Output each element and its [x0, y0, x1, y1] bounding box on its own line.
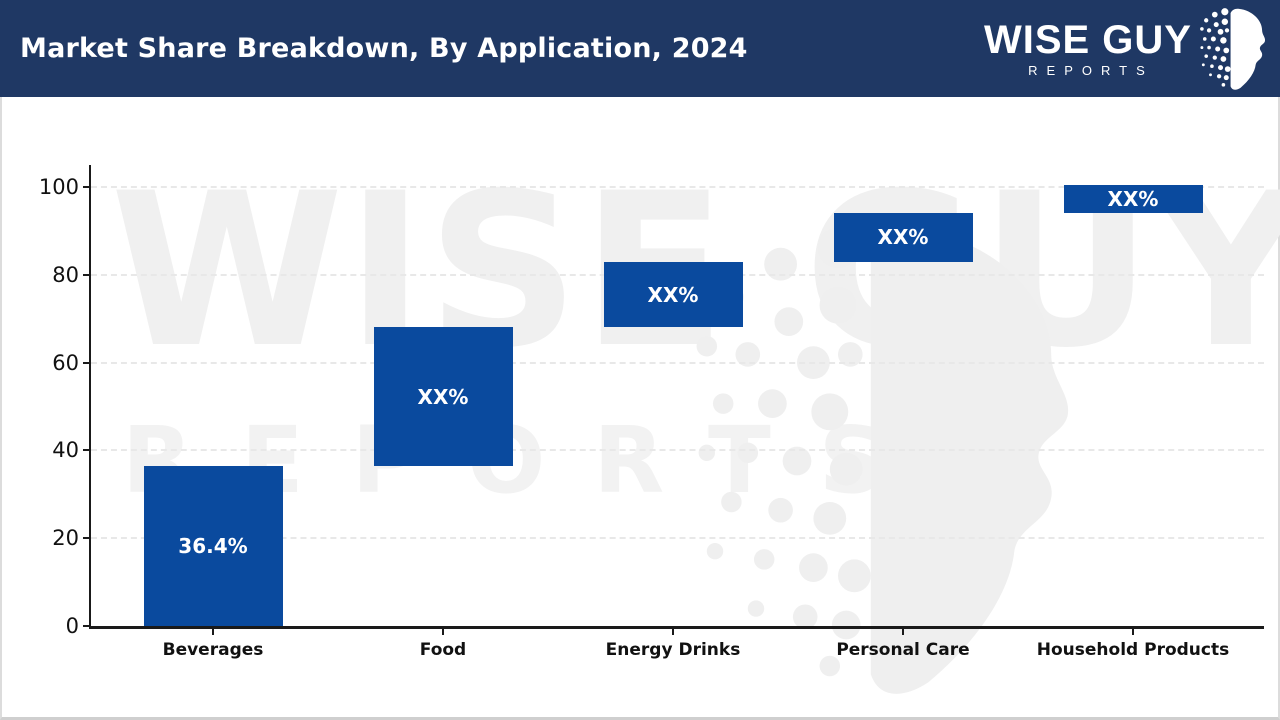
y-axis-tick	[83, 625, 91, 627]
x-axis-tick	[1132, 628, 1134, 635]
y-axis-line	[89, 165, 91, 628]
x-axis-tick	[212, 628, 214, 635]
x-axis-tick	[902, 628, 904, 635]
wiseguy-logo-text: WISE GUY REPORTS	[984, 20, 1192, 78]
y-axis-tick-label: 80	[52, 262, 79, 287]
bar-beverages: 36.4%	[143, 466, 283, 626]
bar-value-label: XX%	[1107, 187, 1159, 212]
gridline	[91, 186, 1264, 188]
x-axis-category-label: Personal Care	[836, 640, 970, 660]
x-axis-category-label: Food	[419, 640, 467, 660]
chart-area: WISE GUY REPORTS 0 20 40 60 80 100 36.4% Bevera…	[0, 97, 1280, 720]
y-axis-tick-label: 20	[52, 526, 79, 551]
wiseguy-logo: WISE GUY REPORTS	[984, 4, 1268, 94]
y-axis-tick-label: 0	[65, 614, 79, 638]
y-axis-tick	[83, 273, 91, 276]
bar-personal-care: XX%	[833, 213, 973, 262]
bar-value-label: 36.4%	[178, 534, 248, 559]
bar-household-products: XX%	[1063, 185, 1203, 214]
bar-value-label: XX%	[417, 384, 469, 409]
bar-food: XX%	[373, 327, 513, 467]
logo-secondary-text: REPORTS	[1028, 63, 1154, 78]
x-axis-line	[89, 626, 1264, 629]
x-axis-category-label: Household Products	[1036, 640, 1230, 660]
header: Market Share Breakdown, By Application, …	[0, 0, 1280, 97]
y-axis-tick	[83, 449, 91, 452]
bar-energy-drinks: XX%	[603, 261, 743, 328]
gridline	[91, 449, 1264, 452]
bar-value-label: XX%	[647, 282, 699, 307]
plot: 0 20 40 60 80 100 36.4% Beverages XX% Food XX% Ener…	[2, 97, 1278, 717]
x-axis-tick	[442, 628, 444, 635]
wiseguy-head-icon	[1196, 6, 1268, 92]
gridline	[91, 537, 1264, 540]
bar-value-label: XX%	[877, 225, 929, 250]
gridline	[91, 361, 1264, 364]
y-axis-tick-label: 60	[52, 350, 79, 375]
page-title: Market Share Breakdown, By Application, …	[20, 33, 748, 64]
y-axis-tick	[83, 537, 91, 540]
y-axis-tick-label: 40	[52, 438, 79, 463]
x-axis-tick	[672, 628, 674, 635]
x-axis-category-label: Energy Drinks	[605, 640, 741, 660]
logo-primary-text: WISE GUY	[983, 18, 1192, 62]
x-axis-category-label: Beverages	[162, 640, 264, 660]
y-axis-tick	[83, 361, 91, 364]
y-axis-tick-label: 100	[38, 175, 79, 199]
y-axis-tick	[83, 186, 91, 188]
